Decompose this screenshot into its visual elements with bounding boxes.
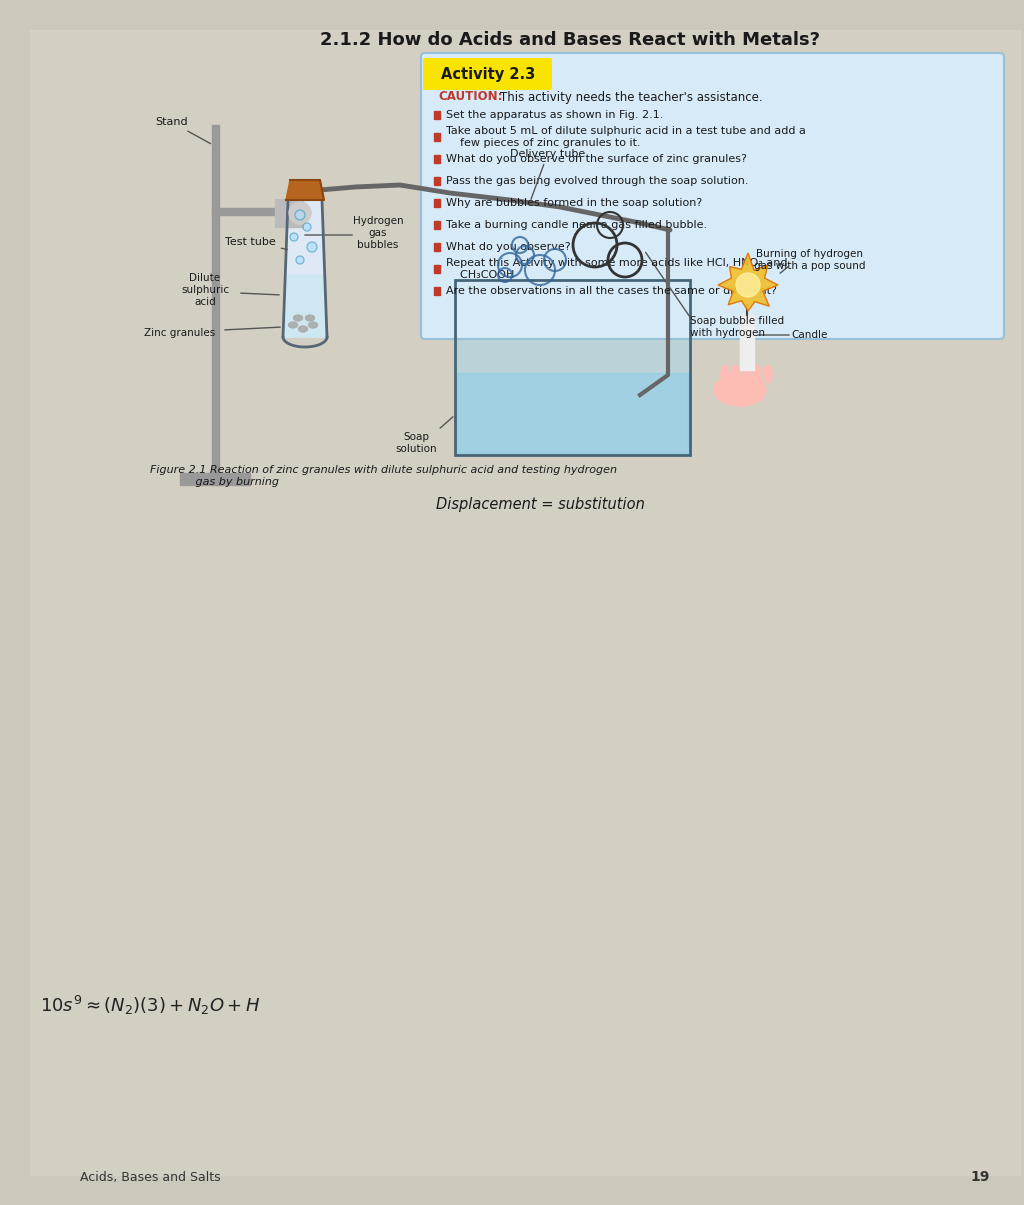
Polygon shape: [286, 180, 324, 200]
Bar: [434, 243, 440, 251]
Circle shape: [307, 242, 317, 252]
Ellipse shape: [731, 365, 739, 383]
Bar: [212, 208, 297, 214]
Ellipse shape: [714, 374, 766, 406]
Ellipse shape: [753, 365, 761, 383]
Circle shape: [303, 223, 311, 231]
Text: Soap
solution: Soap solution: [395, 433, 437, 454]
Bar: [434, 177, 440, 186]
Bar: [457, 374, 688, 453]
Text: Figure 2.1 Reaction of zinc granules with dilute sulphuric acid and testing hydr: Figure 2.1 Reaction of zinc granules wit…: [150, 465, 617, 487]
Bar: [434, 221, 440, 229]
Text: What do you observe?: What do you observe?: [446, 242, 570, 252]
Text: Displacement = substitution: Displacement = substitution: [435, 498, 644, 512]
Text: Are the observations in all the cases the same or different?: Are the observations in all the cases th…: [446, 286, 777, 296]
Ellipse shape: [742, 365, 750, 383]
Bar: [740, 315, 754, 370]
Text: Burning of hydrogen
gas with a pop sound: Burning of hydrogen gas with a pop sound: [755, 249, 865, 271]
Polygon shape: [283, 275, 327, 337]
Bar: [455, 280, 690, 455]
Text: 19: 19: [971, 1170, 990, 1185]
Polygon shape: [283, 200, 327, 337]
Text: Soap bubble filled
with hydrogen: Soap bubble filled with hydrogen: [690, 316, 784, 337]
Text: Take about 5 mL of dilute sulphuric acid in a test tube and add a
    few pieces: Take about 5 mL of dilute sulphuric acid…: [446, 127, 806, 148]
Text: Candle: Candle: [792, 330, 828, 340]
Circle shape: [290, 233, 298, 241]
Text: Zinc granules: Zinc granules: [144, 328, 216, 337]
Ellipse shape: [294, 315, 302, 321]
Bar: [455, 280, 690, 455]
Text: Dilute
sulphuric
acid: Dilute sulphuric acid: [181, 274, 229, 306]
Circle shape: [289, 202, 311, 224]
Bar: [434, 111, 440, 119]
Bar: [180, 474, 250, 484]
Bar: [275, 199, 303, 227]
Text: Why are bubbles formed in the soap solution?: Why are bubbles formed in the soap solut…: [446, 198, 702, 208]
Text: Test tube: Test tube: [225, 237, 288, 249]
Ellipse shape: [721, 365, 729, 383]
Text: $10s^9 \approx (N_2)(3) + N_2O + H$: $10s^9 \approx (N_2)(3) + N_2O + H$: [40, 993, 261, 1017]
Text: Hydrogen
gas
bubbles: Hydrogen gas bubbles: [352, 217, 403, 249]
Text: CAUTION:: CAUTION:: [438, 90, 503, 104]
Circle shape: [736, 274, 760, 296]
Ellipse shape: [308, 322, 317, 328]
Text: Take a burning candle near a gas filled bubble.: Take a burning candle near a gas filled …: [446, 221, 708, 230]
Text: This activity needs the teacher's assistance.: This activity needs the teacher's assist…: [500, 90, 763, 104]
Ellipse shape: [305, 315, 314, 321]
Bar: [434, 265, 440, 274]
Bar: [434, 155, 440, 163]
Ellipse shape: [289, 322, 298, 328]
Bar: [434, 287, 440, 295]
FancyBboxPatch shape: [421, 53, 1004, 339]
FancyBboxPatch shape: [423, 58, 552, 90]
Circle shape: [296, 255, 304, 264]
Text: 2.1.2 How do Acids and Bases React with Metals?: 2.1.2 How do Acids and Bases React with …: [319, 31, 820, 49]
Polygon shape: [718, 253, 778, 311]
Text: Acids, Bases and Salts: Acids, Bases and Salts: [80, 1170, 220, 1183]
Text: Delivery tube: Delivery tube: [510, 149, 586, 199]
Ellipse shape: [764, 365, 772, 383]
Text: Activity 2.3: Activity 2.3: [441, 66, 536, 82]
Text: Stand: Stand: [155, 117, 211, 143]
Text: Repeat this Activity with some more acids like HCl, HNO₃ and
    CH₃COOH: Repeat this Activity with some more acid…: [446, 258, 787, 280]
Text: Pass the gas being evolved through the soap solution.: Pass the gas being evolved through the s…: [446, 176, 749, 186]
Ellipse shape: [299, 327, 307, 333]
Bar: [212, 125, 219, 484]
Text: What do you observe on the surface of zinc granules?: What do you observe on the surface of zi…: [446, 154, 746, 164]
Circle shape: [295, 210, 305, 221]
Bar: [434, 133, 440, 141]
Bar: [434, 199, 440, 207]
Text: Set the apparatus as shown in Fig. 2.1.: Set the apparatus as shown in Fig. 2.1.: [446, 110, 664, 121]
